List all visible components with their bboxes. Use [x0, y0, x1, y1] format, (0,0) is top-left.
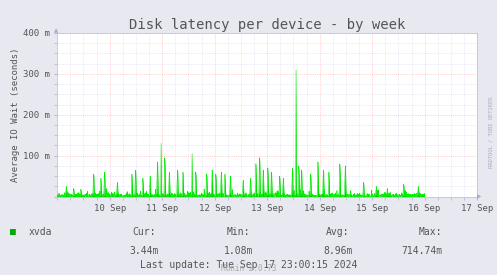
Text: 3.44m: 3.44m	[129, 246, 159, 256]
Text: 1.08m: 1.08m	[224, 246, 253, 256]
Text: ■: ■	[10, 227, 16, 237]
Text: Min:: Min:	[227, 227, 250, 237]
Text: ▶: ▶	[477, 194, 482, 199]
Text: RRDTOOL / TOBI OETIKER: RRDTOOL / TOBI OETIKER	[489, 96, 494, 168]
Text: Cur:: Cur:	[132, 227, 156, 237]
Text: Avg:: Avg:	[326, 227, 350, 237]
Text: xvda: xvda	[29, 227, 52, 237]
Text: Munin 2.0.73: Munin 2.0.73	[221, 264, 276, 273]
Text: Max:: Max:	[419, 227, 442, 237]
Text: 8.96m: 8.96m	[323, 246, 353, 256]
Text: Last update: Tue Sep 17 23:00:15 2024: Last update: Tue Sep 17 23:00:15 2024	[140, 260, 357, 270]
Text: 714.74m: 714.74m	[401, 246, 442, 256]
Title: Disk latency per device - by week: Disk latency per device - by week	[129, 18, 406, 32]
Y-axis label: Average IO Wait (seconds): Average IO Wait (seconds)	[11, 48, 20, 182]
Text: ▲: ▲	[54, 28, 59, 33]
